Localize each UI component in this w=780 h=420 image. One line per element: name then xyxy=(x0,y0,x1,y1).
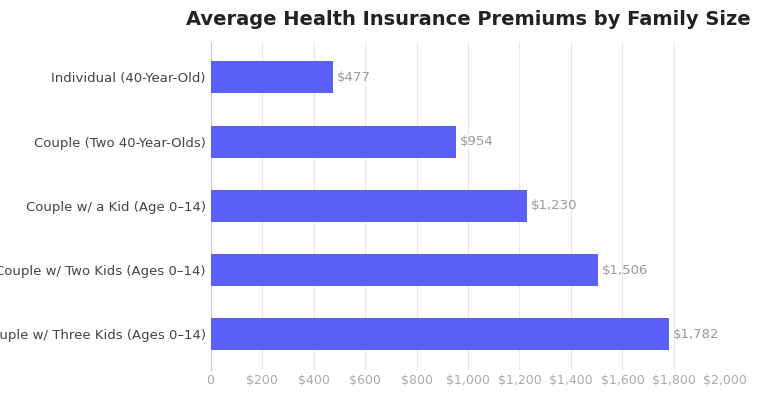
Bar xyxy=(211,126,456,158)
Text: $1,782: $1,782 xyxy=(673,328,720,341)
Title: Average Health Insurance Premiums by Family Size: Average Health Insurance Premiums by Fam… xyxy=(186,10,750,29)
Text: $477: $477 xyxy=(337,71,371,84)
Bar xyxy=(211,190,527,222)
Text: $1,506: $1,506 xyxy=(602,263,648,276)
Text: $954: $954 xyxy=(460,135,494,148)
Text: $1,230: $1,230 xyxy=(531,200,577,212)
Bar xyxy=(211,61,333,93)
Bar xyxy=(211,318,669,350)
Bar xyxy=(211,254,598,286)
